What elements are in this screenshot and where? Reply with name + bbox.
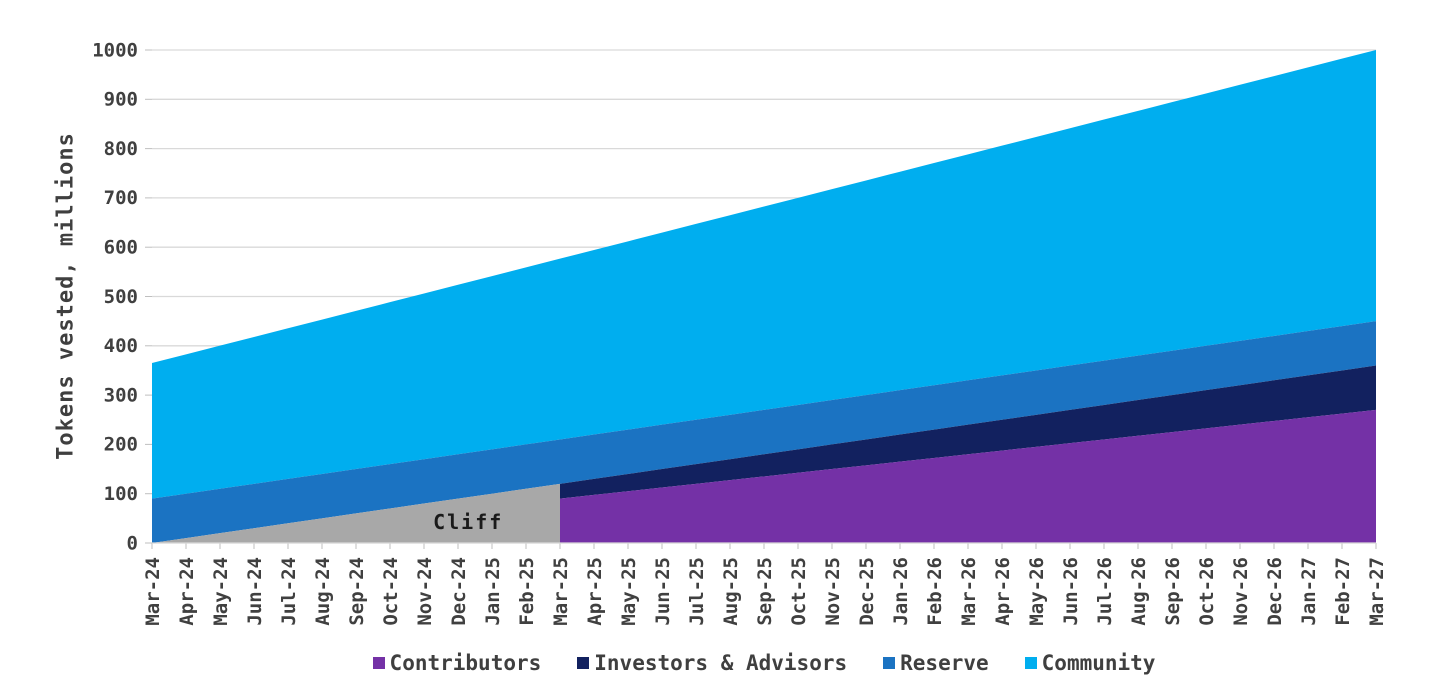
x-tick-label: Aug-25 (720, 557, 742, 626)
x-tick-label: Sep-24 (346, 557, 368, 626)
x-tick-label: Nov-24 (414, 557, 436, 626)
x-tick-label: Mar-27 (1366, 557, 1388, 626)
x-tick-label: May-25 (618, 557, 640, 626)
x-tick-label: May-26 (1026, 557, 1048, 626)
legend-item-community: Community (1024, 651, 1156, 675)
y-tick-label: 600 (104, 236, 138, 258)
x-tick-label: Feb-26 (924, 557, 946, 626)
cliff-annotation: Cliff (433, 510, 504, 535)
y-tick-label: 300 (104, 384, 138, 406)
x-tick-label: Mar-26 (958, 557, 980, 626)
x-tick-label: Jan-26 (890, 557, 912, 626)
x-tick-label: Dec-26 (1264, 557, 1286, 626)
area-cliff (152, 483, 560, 543)
x-tick-label: Jul-25 (686, 557, 708, 626)
x-tick-label: Apr-24 (176, 557, 198, 626)
x-tick-label: Jun-24 (244, 557, 266, 626)
x-tick-label: Dec-24 (448, 557, 470, 626)
x-tick-label: Apr-26 (992, 557, 1014, 626)
legend-item-contributors: Contributors (372, 651, 542, 675)
legend-swatch-icon (883, 657, 896, 669)
x-tick-label: Sep-26 (1162, 557, 1184, 626)
area-contributors (560, 409, 1376, 543)
y-tick-label: 500 (104, 286, 138, 308)
x-tick-label: Jan-25 (482, 557, 504, 626)
y-tick-label: 800 (104, 138, 138, 160)
y-tick-label: 200 (104, 434, 138, 456)
x-tick-label: Mar-25 (550, 557, 572, 626)
x-tick-label: Oct-24 (380, 557, 402, 626)
x-tick-label: Mar-24 (142, 557, 164, 626)
x-tick-label: Jan-27 (1298, 557, 1320, 626)
x-tick-label: Apr-25 (584, 557, 606, 626)
legend-swatch-icon (577, 657, 590, 669)
area-reserve (152, 321, 1376, 543)
chart-legend: Contributors Investors & Advisors Reserve C… (152, 646, 1376, 680)
y-tick-label: 400 (104, 335, 138, 357)
legend-swatch-icon (1024, 657, 1037, 669)
x-tick-label: Aug-24 (312, 557, 334, 626)
x-tick-label: Oct-26 (1196, 557, 1218, 626)
x-tick-label: Jun-25 (652, 557, 674, 626)
x-tick-label: Nov-26 (1230, 557, 1252, 626)
x-tick-label: Feb-25 (516, 557, 538, 626)
legend-label: Reserve (900, 651, 989, 675)
x-tick-label: Jul-26 (1094, 557, 1116, 626)
x-tick-label: Jul-24 (278, 557, 300, 626)
legend-label: Community (1041, 651, 1156, 675)
y-tick-label: 700 (104, 187, 138, 209)
x-tick-label: Aug-26 (1128, 557, 1150, 626)
y-tick-label: 100 (104, 483, 138, 505)
x-tick-label: Dec-25 (856, 557, 878, 626)
x-tick-label: Oct-25 (788, 557, 810, 626)
legend-item-investors-advisors: Investors & Advisors (577, 651, 847, 675)
legend-item-reserve: Reserve (883, 651, 989, 675)
y-axis-title: Tokens vested, millions (53, 132, 79, 460)
legend-label: Investors & Advisors (594, 651, 848, 675)
y-tick-label: 1000 (92, 39, 138, 61)
legend-label: Contributors (389, 651, 542, 675)
y-tick-label: 0 (127, 532, 138, 554)
x-tick-label: Sep-25 (754, 557, 776, 626)
x-tick-label: Nov-25 (822, 557, 844, 626)
x-tick-label: Feb-27 (1332, 557, 1354, 626)
x-tick-label: Jun-26 (1060, 557, 1082, 626)
y-tick-label: 900 (104, 89, 138, 111)
area-community (152, 50, 1376, 499)
area-investors-advisors (560, 365, 1376, 499)
legend-swatch-icon (372, 657, 385, 669)
x-tick-label: May-24 (210, 557, 232, 626)
